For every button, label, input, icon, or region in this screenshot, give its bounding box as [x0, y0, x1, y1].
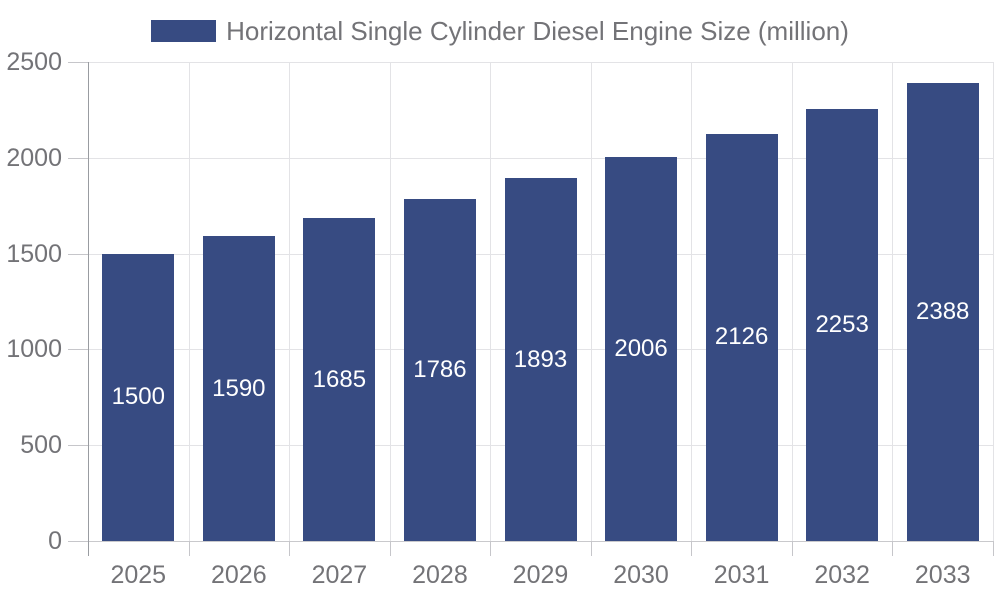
bar: 1590 [202, 236, 275, 541]
x-axis-tick [791, 541, 793, 556]
bar: 2126 [705, 133, 778, 541]
bar-value-label: 1685 [312, 365, 367, 393]
x-axis-tick-label: 2025 [110, 561, 167, 589]
bar: 1893 [504, 178, 577, 541]
y-axis-tick [68, 157, 88, 159]
y-axis-tick-label: 500 [20, 431, 62, 460]
gridline-horizontal [88, 157, 993, 159]
x-axis-tick-label: 2032 [814, 561, 870, 589]
bar-value-label: 2253 [815, 311, 869, 339]
x-axis-tick-label: 2030 [613, 561, 669, 589]
gridline-horizontal [88, 62, 993, 63]
plot-area: 1500 1590 1685 1786 1893 2006 2126 2253 2388 [88, 62, 994, 542]
x-axis-tick [691, 541, 693, 556]
bar: 2388 [906, 83, 979, 541]
y-axis-tick [68, 253, 88, 255]
gridline-vertical [188, 62, 190, 541]
x-axis-tick [892, 541, 894, 556]
bar-value-label: 1786 [413, 355, 467, 383]
x-axis-tick-label: 2031 [713, 561, 770, 589]
y-axis-tick-label: 1500 [6, 239, 62, 268]
bar-value-label: 1590 [212, 374, 266, 402]
x-axis-tick-label: 2033 [914, 561, 971, 589]
legend[interactable]: Horizontal Single Cylinder Diesel Engine… [0, 17, 1000, 45]
gridline-vertical [691, 62, 693, 541]
bar-value-label: 1500 [111, 383, 165, 411]
gridline-vertical [892, 62, 894, 541]
bar-value-label: 1893 [513, 345, 568, 373]
gridline-vertical [389, 62, 391, 541]
y-axis-tick [68, 445, 88, 447]
y-axis-tick-label: 1000 [6, 335, 62, 364]
y-axis-tick [68, 62, 88, 63]
x-axis-tick [188, 541, 190, 556]
legend-label: Horizontal Single Cylinder Diesel Engine… [226, 16, 849, 46]
y-axis-tick [68, 541, 88, 542]
bar-value-label: 2126 [714, 323, 769, 351]
bar: 1786 [403, 198, 476, 541]
bar: 2006 [605, 156, 678, 541]
gridline-vertical [791, 62, 793, 541]
bar: 1685 [303, 218, 376, 541]
y-axis-tick [68, 349, 88, 351]
x-axis-tick-label: 2028 [412, 561, 468, 589]
x-axis-tick [590, 541, 592, 556]
legend-swatch-icon [151, 20, 217, 42]
y-axis-tick-label: 2000 [6, 143, 62, 172]
x-axis-tick [993, 541, 994, 556]
bar: 1500 [102, 253, 175, 541]
y-axis-tick-label: 2500 [6, 48, 62, 76]
x-axis-tick [289, 541, 291, 556]
x-axis-tick-label: 2026 [211, 561, 267, 589]
x-axis-tick-label: 2027 [311, 561, 368, 589]
y-axis-tick-label: 0 [48, 527, 62, 555]
gridline-vertical [490, 62, 492, 541]
x-axis-tick [389, 541, 391, 556]
gridline-vertical [590, 62, 592, 541]
bar-value-label: 2006 [614, 334, 668, 362]
bar: 2253 [806, 109, 879, 541]
y-axis-line [88, 62, 89, 556]
x-axis-tick [490, 541, 492, 556]
bar-value-label: 2388 [916, 298, 970, 326]
gridline-vertical [289, 62, 291, 541]
x-axis-tick-label: 2029 [512, 561, 569, 589]
